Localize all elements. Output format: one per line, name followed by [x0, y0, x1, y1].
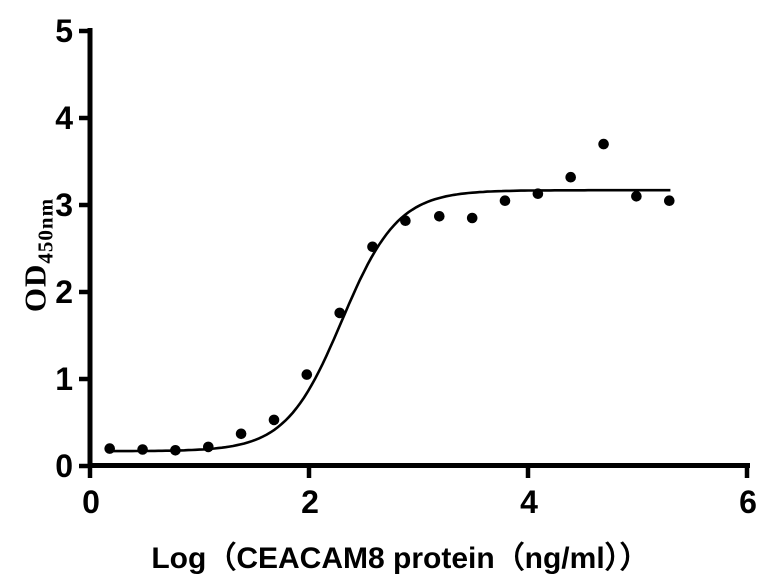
data-point: [565, 171, 576, 183]
x-axis-title: Log（CEACAM8 protein（ng/ml））: [151, 542, 650, 575]
data-point: [367, 241, 378, 253]
x-tick-label: 2: [301, 484, 319, 520]
x-tick-label: 0: [82, 484, 100, 520]
data-point: [598, 138, 609, 150]
data-point: [235, 428, 247, 440]
x-tick-label: 4: [520, 484, 538, 520]
y-tick-label: 5: [55, 13, 73, 49]
y-tick-label: 0: [55, 448, 73, 484]
data-point: [631, 191, 642, 202]
data-point: [334, 307, 346, 319]
data-point: [268, 414, 280, 426]
data-point: [466, 212, 478, 224]
fit-curve-path: [109, 188, 671, 453]
y-tick-label: 2: [55, 274, 73, 310]
y-axis-title: OD450nm: [17, 198, 58, 312]
data-point: [434, 211, 445, 222]
y-axis-title-base: OD: [17, 263, 53, 313]
data-points: [104, 138, 675, 456]
data-point: [301, 369, 313, 380]
data-point: [104, 443, 115, 454]
data-point: [203, 441, 214, 453]
x-tick-label: 6: [739, 484, 757, 520]
data-point: [532, 188, 544, 199]
data-point: [664, 195, 675, 206]
fit-curve: [109, 188, 671, 453]
axes: [79, 28, 750, 478]
tick-labels: 0 1 2 3 4 5 0 2 4 6: [55, 13, 757, 520]
y-tick-label: 4: [55, 100, 73, 136]
y-tick-label: 1: [55, 361, 73, 397]
y-tick-label: 3: [55, 187, 73, 223]
data-point: [137, 444, 148, 455]
y-axis-title-subscript: 450nm: [33, 197, 58, 264]
data-point: [499, 195, 511, 206]
data-point: [400, 215, 411, 226]
data-point: [170, 445, 181, 456]
